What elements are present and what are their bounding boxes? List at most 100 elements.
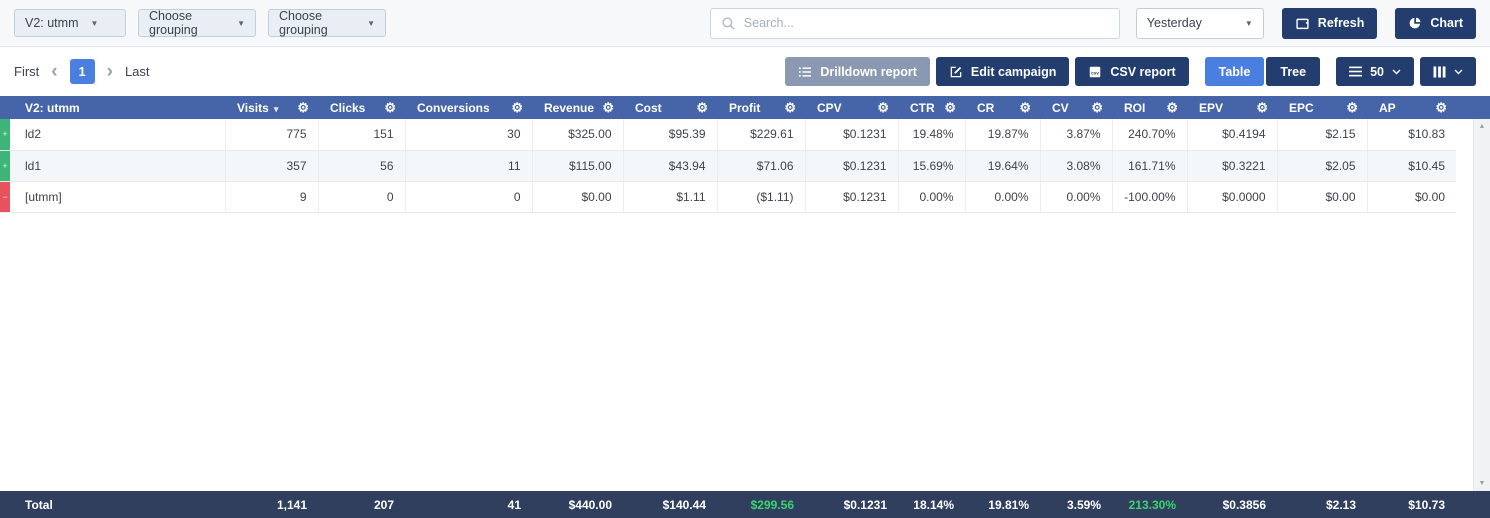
column-header-visits[interactable]: Visits ▾ (237, 100, 279, 115)
tree-view-button[interactable]: Tree (1266, 57, 1321, 86)
column-settings-gear-icon[interactable]: ⚙ (944, 100, 956, 115)
action-buttons: Drilldown report Edit campaign csv CSV r… (785, 57, 1476, 86)
profit-cell: ($1.11) (717, 181, 806, 213)
total-conversions: 41 (507, 497, 521, 512)
total-cr: 19.81% (988, 497, 1029, 512)
vertical-scrollbar[interactable]: ▲ ▼ (1473, 119, 1490, 491)
column-settings-gear-icon[interactable]: ⚙ (1256, 100, 1268, 115)
edit-icon (950, 66, 962, 77)
column-settings-gear-icon[interactable]: ⚙ (384, 100, 396, 115)
v2-filter-value: V2: utmm (25, 16, 79, 30)
chevron-right-icon[interactable]: › (106, 61, 113, 82)
pagination-first[interactable]: First (14, 64, 40, 79)
column-settings-gear-icon[interactable]: ⚙ (696, 100, 708, 115)
caret-down-icon: ▼ (1244, 18, 1253, 28)
tree-view-label: Tree (1280, 64, 1307, 79)
scroll-down-icon[interactable]: ▼ (1478, 480, 1486, 487)
visits-cell: 9 (225, 181, 319, 213)
column-header-clicks[interactable]: Clicks (330, 100, 366, 115)
total-epc: $2.13 (1325, 497, 1356, 512)
chart-label: Chart (1430, 16, 1463, 30)
column-header-revenue[interactable]: Revenue (544, 100, 595, 115)
total-row: Total 1,141 207 41 $440.00 $140.44 $299.… (0, 491, 1456, 518)
cr-cell: 0.00% (965, 181, 1041, 213)
columns-icon (1433, 65, 1446, 78)
column-header-profit[interactable]: Profit (729, 100, 761, 115)
column-settings-gear-icon[interactable]: ⚙ (784, 100, 796, 115)
v2-filter-select[interactable]: V2: utmm ▼ (14, 9, 126, 37)
table-row: − [utmm] 9 0 0 $0.00 $1.11 ($1.11) $0.12… (0, 181, 1456, 213)
column-settings-gear-icon[interactable]: ⚙ (1091, 100, 1103, 115)
column-header-cv[interactable]: CV (1052, 100, 1069, 115)
scroll-up-icon[interactable]: ▲ (1478, 123, 1486, 130)
search-box[interactable] (709, 7, 1120, 39)
grouping-select-1[interactable]: Choose grouping ▼ (138, 9, 256, 37)
table-row: + ld1 357 56 11 $115.00 $43.94 $71.06 $0… (0, 150, 1456, 182)
grouping-select-2[interactable]: Choose grouping ▼ (268, 9, 386, 37)
total-cost: $140.44 (662, 497, 706, 512)
chevron-left-icon[interactable]: ‹ (51, 61, 58, 82)
row-name-cell[interactable]: + ld2 (0, 119, 226, 151)
roi-cell: -100.00% (1112, 181, 1188, 213)
row-name: ld1 (25, 158, 42, 173)
epc-cell: $2.15 (1277, 119, 1368, 151)
row-name-cell[interactable]: + ld1 (0, 150, 226, 182)
refresh-icon (1296, 18, 1309, 29)
csv-report-button[interactable]: csv CSV report (1075, 57, 1189, 86)
pagination-page-1[interactable]: 1 (69, 59, 95, 84)
visits-cell: 775 (225, 119, 319, 151)
cr-cell: 19.64% (965, 150, 1041, 182)
conversions-cell: 0 (405, 181, 533, 213)
column-header-ctr[interactable]: CTR (910, 100, 935, 115)
pagination-last[interactable]: Last (124, 64, 150, 79)
date-range-value: Yesterday (1146, 16, 1202, 30)
table-view-button[interactable]: Table (1204, 57, 1265, 86)
column-settings-gear-icon[interactable]: ⚙ (511, 100, 523, 115)
column-settings-gear-icon[interactable]: ⚙ (877, 100, 889, 115)
columns-button[interactable] (1420, 57, 1476, 86)
profit-cell: $71.06 (717, 150, 806, 182)
cost-cell: $1.11 (623, 181, 718, 213)
column-header-roi[interactable]: ROI (1124, 100, 1146, 115)
ctr-cell: 15.69% (898, 150, 966, 182)
column-header-epc[interactable]: EPC (1289, 100, 1314, 115)
column-settings-gear-icon[interactable]: ⚙ (1019, 100, 1031, 115)
clicks-cell: 151 (318, 119, 406, 151)
csv-report-label: CSV report (1110, 64, 1176, 79)
page-size-value: 50 (1370, 64, 1384, 79)
date-range-select[interactable]: Yesterday ▼ (1135, 7, 1264, 39)
column-header-cr[interactable]: CR (977, 100, 995, 115)
ap-cell: $0.00 (1367, 181, 1456, 213)
drilldown-report-button[interactable]: Drilldown report (785, 57, 930, 86)
column-settings-gear-icon[interactable]: ⚙ (1435, 100, 1447, 115)
caret-down-icon: ▼ (367, 18, 375, 28)
total-ctr: 18.14% (913, 497, 954, 512)
epv-cell: $0.4194 (1187, 119, 1278, 151)
column-settings-gear-icon[interactable]: ⚙ (1166, 100, 1178, 115)
epc-cell: $2.05 (1277, 150, 1368, 182)
cpv-cell: $0.1231 (805, 119, 899, 151)
page-size-button[interactable]: 50 (1336, 57, 1414, 86)
column-settings-gear-icon[interactable]: ⚙ (1346, 100, 1358, 115)
edit-campaign-button[interactable]: Edit campaign (935, 57, 1070, 86)
column-settings-gear-icon[interactable]: ⚙ (297, 100, 309, 115)
column-header-ap[interactable]: AP (1379, 100, 1396, 115)
search-input[interactable] (743, 16, 1109, 30)
column-header-epv[interactable]: EPV (1199, 100, 1224, 115)
column-header-cpv[interactable]: CPV (817, 100, 842, 115)
row-name-cell[interactable]: − [utmm] (0, 181, 226, 213)
row-name: ld2 (25, 127, 42, 142)
column-header-conversions[interactable]: Conversions (417, 100, 490, 115)
chart-button[interactable]: Chart (1395, 7, 1476, 39)
roi-cell: 161.71% (1112, 150, 1188, 182)
revenue-cell: $115.00 (532, 150, 624, 182)
column-settings-gear-icon[interactable]: ⚙ (602, 100, 614, 115)
revenue-cell: $325.00 (532, 119, 624, 151)
ap-cell: $10.83 (1367, 119, 1456, 151)
epc-cell: $0.00 (1277, 181, 1368, 213)
cv-cell: 0.00% (1040, 181, 1113, 213)
total-bar: Total 1,141 207 41 $440.00 $140.44 $299.… (0, 491, 1490, 518)
column-header-name[interactable]: V2: utmm (25, 100, 80, 115)
refresh-button[interactable]: Refresh (1281, 7, 1378, 39)
column-header-cost[interactable]: Cost (635, 100, 662, 115)
